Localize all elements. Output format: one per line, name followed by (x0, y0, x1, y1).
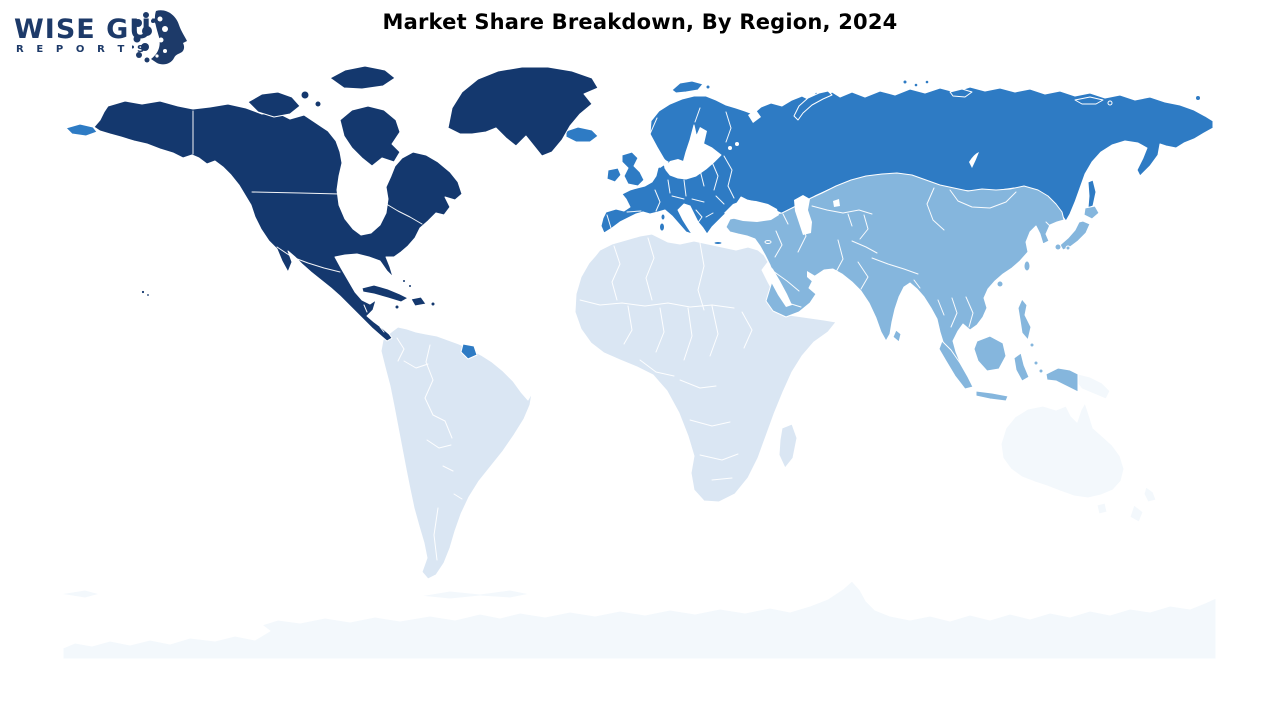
chart-title: Market Share Breakdown, By Region, 2024 (382, 10, 898, 34)
region-north-america (93, 65, 599, 342)
logo-head-icon (132, 10, 187, 65)
country-borders (192, 107, 1053, 561)
sea-overlays (347, 110, 979, 307)
region-europe-russia (65, 79, 1214, 360)
region-oceania-antarctica (59, 373, 1217, 660)
logo-subtext: R E P O R T S (16, 44, 149, 55)
wiseguy-logo: WISE GUY R E P O R T S (14, 8, 204, 66)
region-south-america (380, 326, 533, 580)
